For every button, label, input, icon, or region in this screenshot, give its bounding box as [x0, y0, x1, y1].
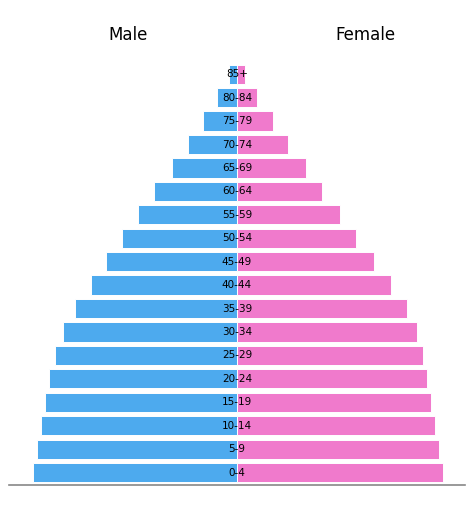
Bar	[237, 158, 306, 177]
Text: 55-59: 55-59	[222, 210, 252, 220]
Bar	[55, 346, 237, 365]
Bar	[237, 439, 439, 459]
Bar	[217, 88, 237, 107]
Text: Male: Male	[109, 26, 148, 44]
Text: 45-49: 45-49	[222, 257, 252, 267]
Text: 25-29: 25-29	[222, 351, 252, 360]
Text: 70-74: 70-74	[222, 140, 252, 150]
Text: 35-39: 35-39	[222, 304, 252, 314]
Bar	[107, 252, 237, 271]
Text: 30-34: 30-34	[222, 327, 252, 337]
Bar	[237, 205, 340, 224]
Bar	[237, 275, 392, 295]
Bar	[33, 463, 237, 482]
Text: 20-24: 20-24	[222, 374, 252, 384]
Bar	[229, 64, 237, 84]
Bar	[75, 299, 237, 318]
Bar	[237, 299, 407, 318]
Bar	[91, 275, 237, 295]
Bar	[237, 64, 245, 84]
Bar	[45, 392, 237, 412]
Bar	[237, 228, 356, 248]
Text: 0-4: 0-4	[228, 468, 246, 478]
Bar	[154, 182, 237, 201]
Bar	[237, 392, 431, 412]
Text: 50-54: 50-54	[222, 233, 252, 243]
Text: 60-64: 60-64	[222, 187, 252, 196]
Bar	[237, 182, 322, 201]
Text: Female: Female	[336, 26, 396, 44]
Bar	[237, 252, 374, 271]
Bar	[237, 369, 427, 388]
Bar	[49, 369, 237, 388]
Bar	[172, 158, 237, 177]
Text: 5-9: 5-9	[228, 444, 246, 454]
Bar	[237, 416, 435, 435]
Bar	[237, 88, 257, 107]
Bar	[122, 228, 237, 248]
Bar	[237, 111, 273, 131]
Text: 10-14: 10-14	[222, 421, 252, 431]
Text: 15-19: 15-19	[222, 397, 252, 407]
Bar	[237, 135, 289, 154]
Bar	[138, 205, 237, 224]
Text: 85+: 85+	[226, 69, 248, 79]
Bar	[237, 463, 443, 482]
Bar	[37, 439, 237, 459]
Text: 65-69: 65-69	[222, 163, 252, 173]
Bar	[188, 135, 237, 154]
Text: 40-44: 40-44	[222, 280, 252, 290]
Bar	[237, 346, 423, 365]
Bar	[41, 416, 237, 435]
Text: 75-79: 75-79	[222, 116, 252, 126]
Bar	[63, 322, 237, 341]
Text: 80-84: 80-84	[222, 92, 252, 103]
Bar	[237, 322, 417, 341]
Bar	[203, 111, 237, 131]
